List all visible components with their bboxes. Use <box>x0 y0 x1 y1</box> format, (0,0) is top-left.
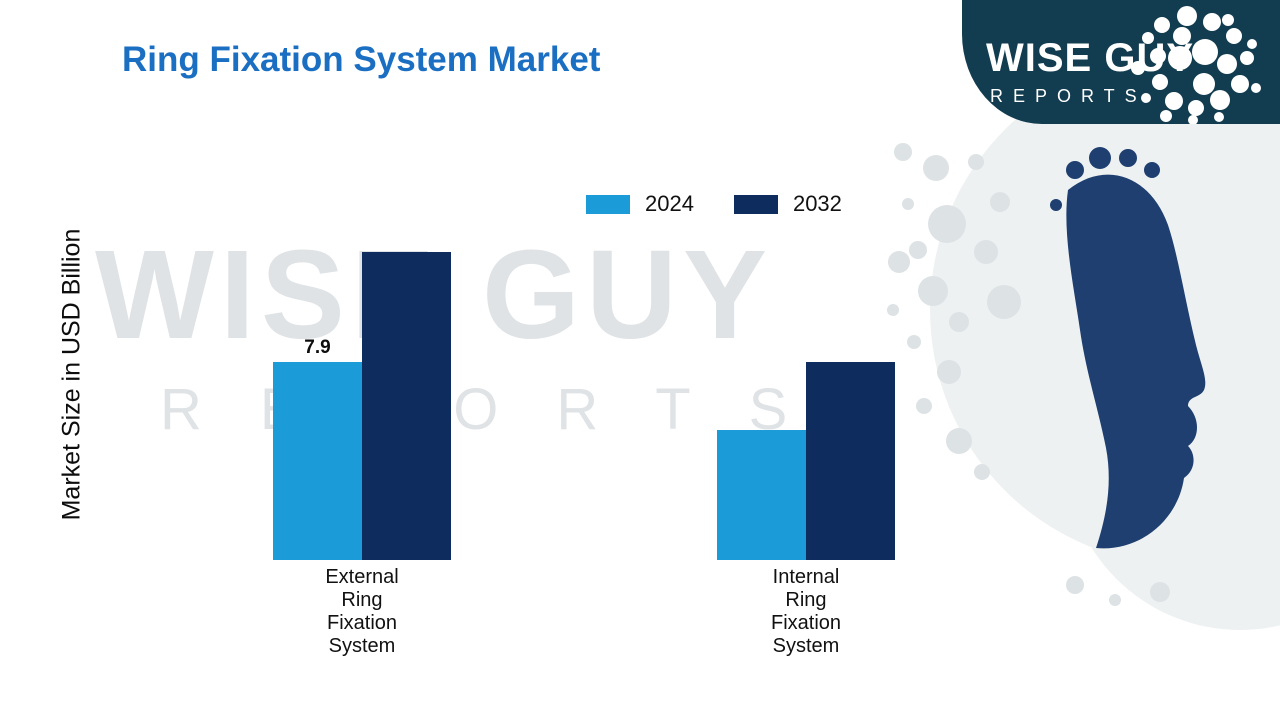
bar-2024-category-0 <box>273 362 362 560</box>
watermark-subtitle: REPORTS <box>160 377 846 442</box>
bar-2032-category-1 <box>806 362 895 560</box>
face-profile-icon <box>1066 174 1206 549</box>
gray-dots-icon <box>887 143 1170 606</box>
brand-logo-subtitle: REPORTS <box>990 86 1147 106</box>
legend-swatch-2024 <box>586 194 630 214</box>
category-label-0: External Ring Fixation System <box>325 566 399 657</box>
category-label-1: Internal Ring Fixation System <box>770 566 842 657</box>
chart-title: Ring Fixation System Market <box>122 40 601 79</box>
brand-logo-wordmark: WISE GUY <box>986 36 1195 80</box>
bar-2032-category-0 <box>362 252 451 560</box>
brand-header: WISE GUY REPORTS <box>962 0 1280 124</box>
legend-item-2024: 2024 <box>586 191 694 217</box>
chart-legend: 2024 2032 <box>586 191 842 217</box>
face-dots-icon <box>1131 6 1261 124</box>
navy-dots-icon <box>1050 147 1160 211</box>
legend-swatch-2032 <box>733 194 778 214</box>
bar-2024-category-1 <box>717 430 806 560</box>
legend-label-2032: 2032 <box>792 191 842 216</box>
bar-value-label: 7.9 <box>304 337 331 358</box>
legend-item-2032: 2032 <box>733 191 842 217</box>
legend-label-2024: 2024 <box>645 191 694 216</box>
